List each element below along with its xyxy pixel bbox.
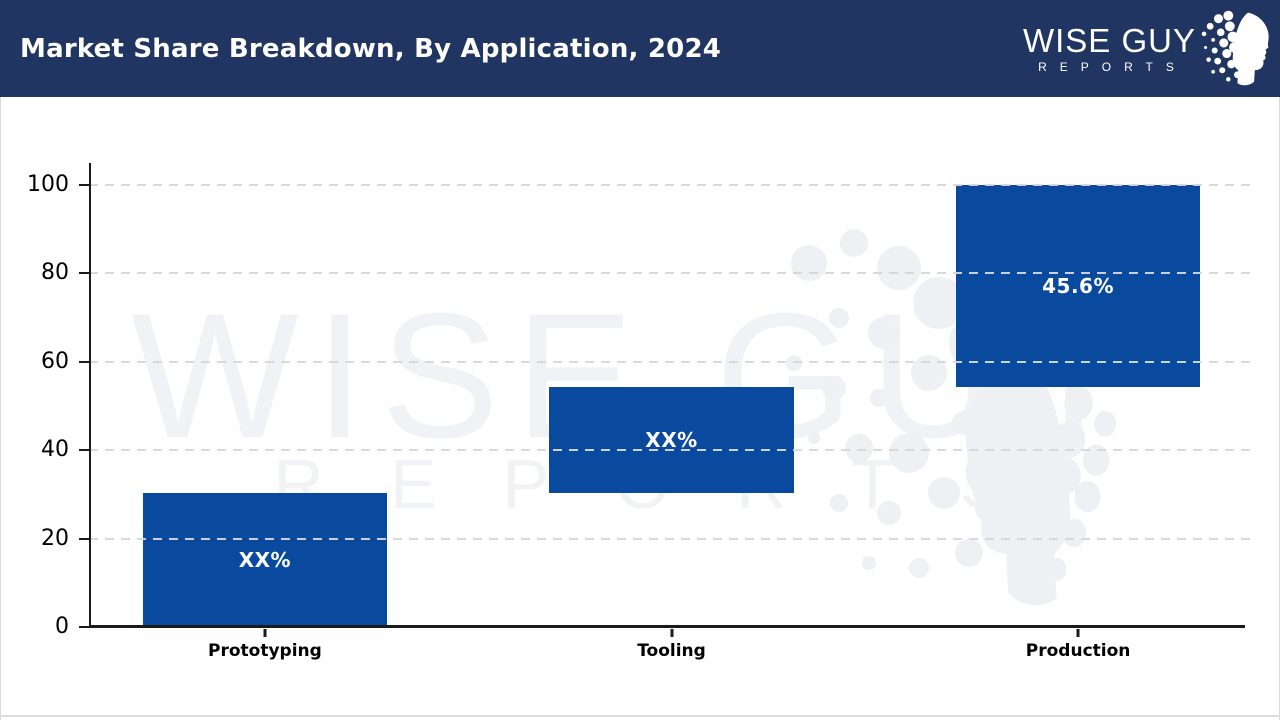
brand-logo: WISE GUY REPORTS	[1023, 5, 1270, 93]
bar-value-label-production: 45.6%	[1042, 273, 1115, 298]
gridline-60	[89, 360, 1254, 363]
y-tick-label-20: 20	[41, 525, 69, 551]
gridline-40	[89, 449, 1254, 452]
y-tick-mark-100	[79, 184, 89, 187]
bar-production: 45.6%	[955, 185, 1201, 387]
x-category-label-prototyping: Prototyping	[208, 641, 322, 661]
page-title: Market Share Breakdown, By Application, …	[20, 33, 722, 64]
x-category-label-production: Production	[1025, 641, 1131, 661]
y-tick-mark-20	[79, 537, 89, 540]
bar-value-label-prototyping: XX%	[238, 547, 292, 572]
chart-figure: WISE GUY REPORTS 020406080100XX%Prototyp…	[0, 97, 1280, 720]
y-tick-label-100: 100	[27, 172, 69, 198]
brand-text: WISE GUY REPORTS	[1023, 24, 1196, 74]
gridline-20	[89, 537, 1254, 540]
x-category-label-tooling: Tooling	[637, 641, 706, 661]
bar-tooling: XX%	[549, 386, 794, 493]
y-tick-mark-60	[79, 360, 89, 363]
y-tick-mark-80	[79, 272, 89, 275]
bottom-border-rule	[1, 715, 1279, 717]
brand-face-icon	[1201, 10, 1269, 85]
y-tick-label-80: 80	[41, 260, 69, 286]
x-tick-mark-tooling	[670, 629, 673, 637]
bar-value-label-tooling: XX%	[645, 427, 698, 452]
y-tick-label-0: 0	[55, 614, 69, 639]
y-axis-line	[89, 163, 91, 627]
y-tick-label-40: 40	[41, 437, 69, 463]
brand-name: WISE GUY	[1022, 21, 1196, 59]
bar-prototyping: XX%	[142, 492, 388, 627]
brand-subtitle: REPORTS	[1038, 59, 1187, 74]
header: Market Share Breakdown, By Application, …	[0, 0, 1280, 97]
y-tick-mark-0	[79, 626, 89, 628]
x-tick-mark-prototyping	[263, 629, 267, 637]
x-tick-mark-production	[1076, 629, 1080, 637]
x-axis-line	[89, 625, 1245, 628]
y-tick-label-60: 60	[41, 348, 69, 374]
plot-area: 0 20 40 60 80 100 XX% Prototyping XX% Tooling 45.6…	[27, 163, 1254, 661]
gridline-100	[89, 184, 1254, 187]
y-tick-mark-40	[79, 449, 89, 452]
gridline-80	[89, 272, 1254, 275]
